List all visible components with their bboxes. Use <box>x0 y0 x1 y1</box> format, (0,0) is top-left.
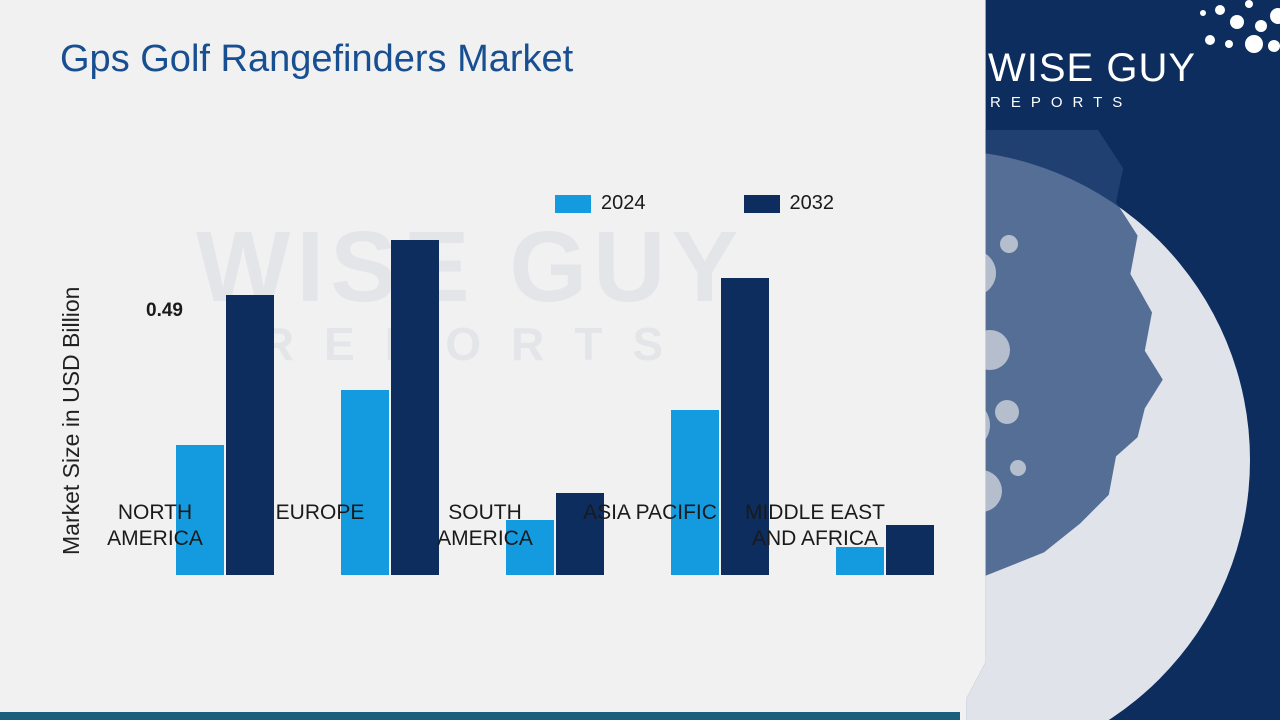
slide-root: WISE GUY REPORTS Gps Golf Rangefinders M… <box>0 0 1280 720</box>
category-label-europe: EUROPE <box>240 500 400 526</box>
decorative-dot <box>960 175 980 195</box>
category-label-asia-pacific: ASIA PACIFIC <box>570 500 730 526</box>
decorative-dot <box>960 470 1002 512</box>
brand-logo-text: WISE GUY <box>988 48 1258 88</box>
category-label-north-america: NORTH AMERICA <box>75 500 235 553</box>
brand-logo: WISE GUY REPORTS <box>988 48 1258 111</box>
brand-logo-subtitle: REPORTS <box>990 94 1258 111</box>
decorative-dot <box>960 400 990 450</box>
decorative-dot <box>1010 460 1026 476</box>
category-label-south-america: SOUTH AMERICA <box>405 500 565 553</box>
chart-container: Market Size in USD Billion 2024 2032 0.4… <box>0 0 960 720</box>
bar-asia-pacific-2024[interactable] <box>671 410 719 575</box>
bar-europe-2024[interactable] <box>341 390 389 575</box>
bar-plot-area: 0.49 NORTH AMERICA EUROPE SOUTH AMERICA … <box>130 200 930 575</box>
value-label-north-america-2024: 0.49 <box>146 300 183 322</box>
decorative-dot <box>995 400 1019 424</box>
decorative-dot <box>970 330 1010 370</box>
brand-panel: WISE GUY REPORTS <box>960 0 1280 720</box>
category-label-mea: MIDDLE EAST AND AFRICA <box>735 500 895 553</box>
decorative-dot <box>1000 235 1018 253</box>
decorative-dot <box>960 540 976 566</box>
